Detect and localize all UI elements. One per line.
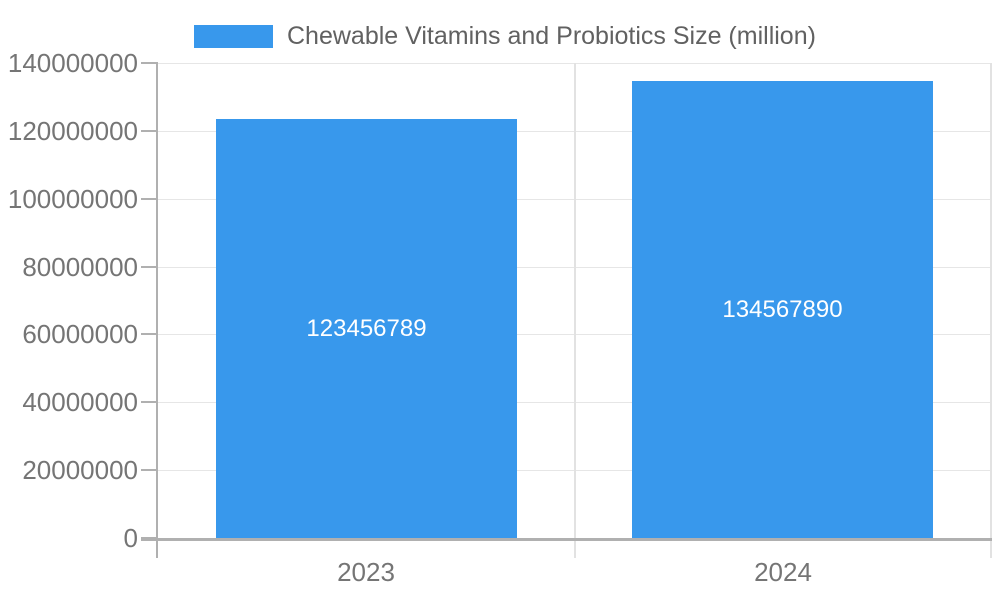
x-tick-label-2023: 2023 <box>337 557 395 587</box>
y-tick-mark <box>141 130 158 132</box>
y-tick-mark <box>141 198 158 200</box>
bar-2023[interactable]: 123456789 <box>216 119 517 538</box>
y-axis-line <box>156 63 158 558</box>
y-tick-mark <box>141 266 158 268</box>
y-tick-label: 40000000 <box>22 387 138 417</box>
bar-2024[interactable]: 134567890 <box>632 81 933 538</box>
bar-value-label: 123456789 <box>306 314 427 342</box>
y-tick-label: 20000000 <box>22 455 138 485</box>
plot-right-border <box>990 63 992 558</box>
x-gridline <box>573 63 576 558</box>
y-tick-mark <box>141 333 158 335</box>
y-tick-label: 120000000 <box>7 116 138 146</box>
y-tick-label: 0 <box>123 523 138 553</box>
y-tick-mark <box>141 469 158 471</box>
x-tick-label-2024: 2024 <box>754 557 812 587</box>
y-tick-label: 60000000 <box>22 319 138 349</box>
legend-swatch-icon <box>194 25 273 48</box>
y-tick-label: 80000000 <box>22 252 138 282</box>
y-tick-mark <box>141 62 158 64</box>
legend-label: Chewable Vitamins and Probiotics Size (m… <box>287 22 816 50</box>
legend-item[interactable]: Chewable Vitamins and Probiotics Size (m… <box>194 22 816 51</box>
y-tick-label: 140000000 <box>7 48 138 78</box>
bar-value-label: 134567890 <box>722 295 843 323</box>
x-axis-line <box>141 538 992 541</box>
y-tick-label: 100000000 <box>7 184 138 214</box>
y-tick-mark <box>141 401 158 403</box>
